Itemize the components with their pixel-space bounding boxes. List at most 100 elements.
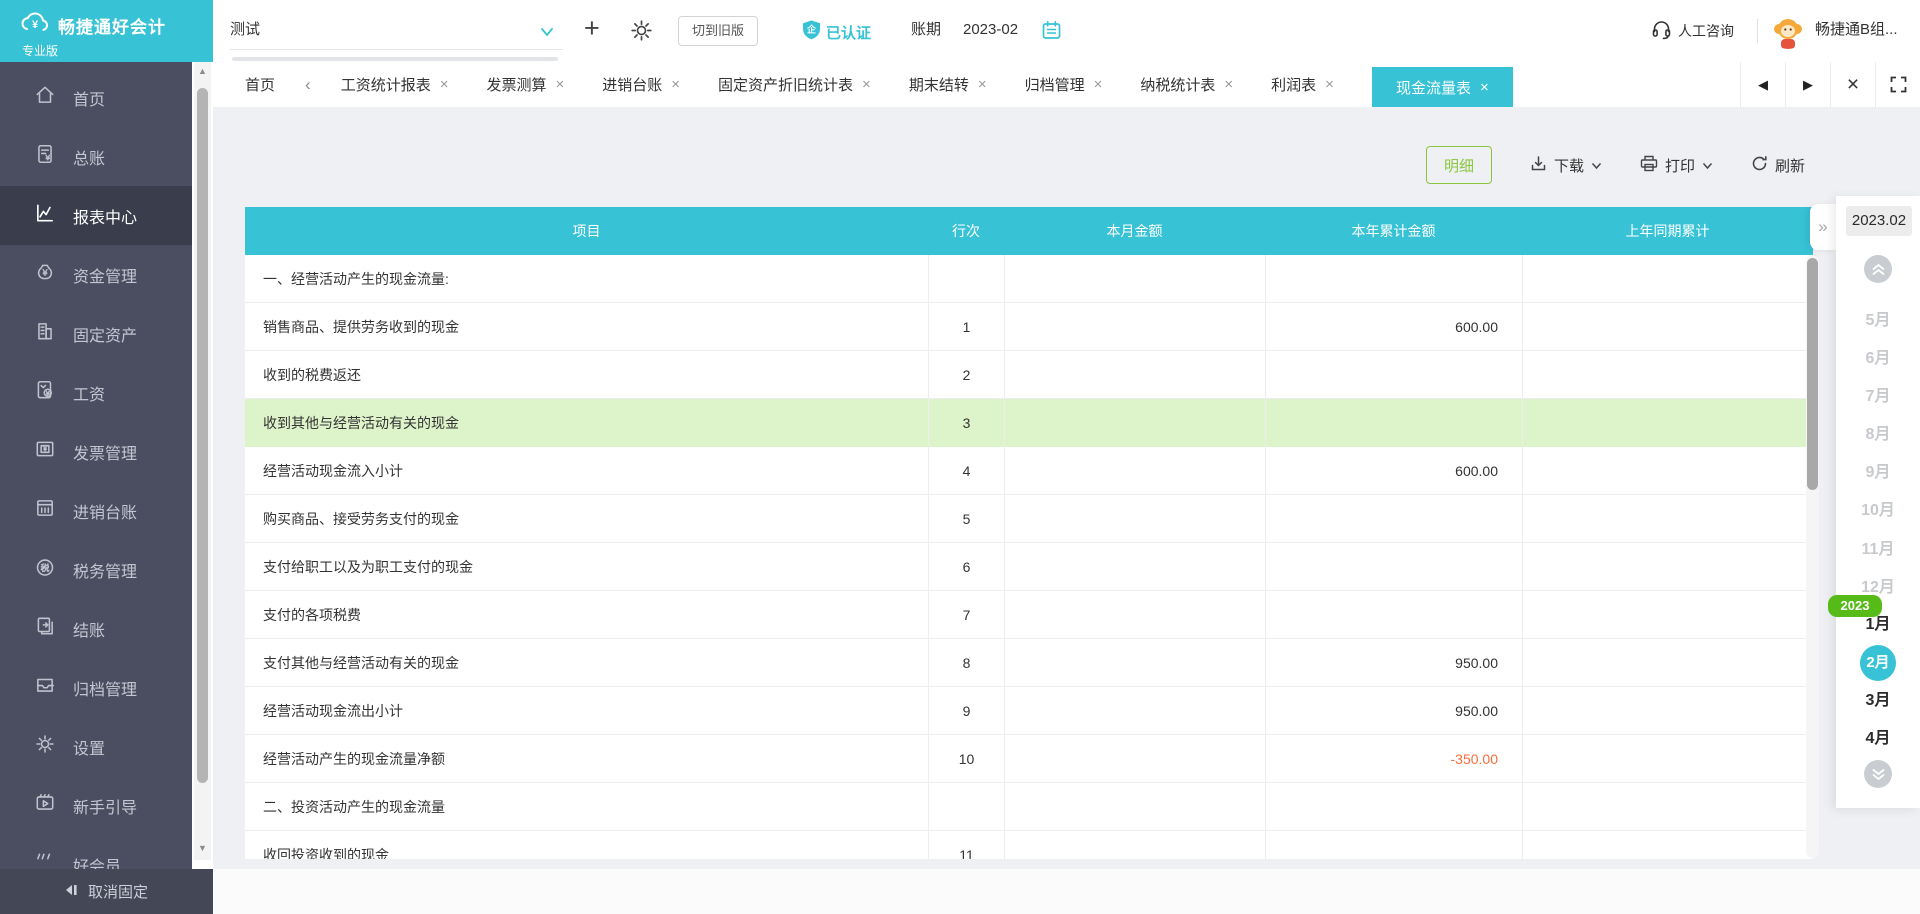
- tab-close-icon[interactable]: ×: [671, 76, 681, 93]
- sidebar-item-archive[interactable]: 归档管理: [0, 658, 192, 717]
- tab-close-icon[interactable]: ×: [977, 76, 987, 93]
- tab-close-icon[interactable]: ×: [1479, 78, 1489, 96]
- print-button[interactable]: 打印: [1640, 155, 1713, 176]
- sidebar-item-report[interactable]: 报表中心: [0, 186, 192, 245]
- tab-close-icon[interactable]: ×: [439, 76, 449, 93]
- tab-2[interactable]: 工资统计报表 ×: [341, 74, 449, 95]
- gear-icon[interactable]: [630, 19, 653, 47]
- fullscreen-icon[interactable]: [1875, 62, 1920, 107]
- prev-year-cell: [1522, 591, 1813, 639]
- month-option-4月[interactable]: 4月: [1865, 730, 1891, 747]
- sidebar-scrollbar[interactable]: ▲ ▼: [194, 62, 211, 860]
- tab-4[interactable]: 进销台账 ×: [602, 74, 680, 95]
- table-row[interactable]: 经营活动现金流出小计 9 950.00: [245, 687, 1813, 735]
- prev-year-cell: [1522, 783, 1813, 831]
- table-row[interactable]: 经营活动现金流入小计 4 600.00: [245, 447, 1813, 495]
- table-row[interactable]: 一、经营活动产生的现金流量:: [245, 255, 1813, 303]
- brand-title: 畅捷通好会计: [58, 18, 166, 37]
- user-name[interactable]: 畅捷通B组...: [1815, 21, 1898, 38]
- tab-9[interactable]: 利润表 ×: [1271, 74, 1334, 95]
- tab-1[interactable]: 首页: [245, 74, 275, 95]
- table-row[interactable]: 收回投资收到的现金 11: [245, 831, 1813, 859]
- download-button[interactable]: 下载: [1530, 155, 1602, 176]
- month-option-5月[interactable]: 5月: [1865, 312, 1891, 329]
- months-scroll-down-icon[interactable]: [1864, 760, 1892, 788]
- table-scrollbar-thumb[interactable]: [1807, 258, 1818, 490]
- tab-close-icon[interactable]: ×: [1325, 76, 1334, 93]
- tab-close-icon[interactable]: ×: [1093, 76, 1103, 93]
- tab-close-icon[interactable]: ×: [555, 76, 565, 93]
- sidebar-item-trade[interactable]: 进销台账: [0, 481, 192, 540]
- tab-close-icon[interactable]: ×: [862, 76, 871, 93]
- month-option-3月[interactable]: 3月: [1865, 692, 1891, 709]
- tab-7[interactable]: 归档管理 ×: [1025, 74, 1103, 95]
- month-option-9月[interactable]: 9月: [1865, 464, 1891, 481]
- workspace-selector[interactable]: 测试: [230, 21, 261, 38]
- sidebar-item-member[interactable]: 好会员: [0, 835, 192, 869]
- sidebar-item-funds[interactable]: ¥ 资金管理: [0, 245, 192, 304]
- table-row[interactable]: 收到的税费返还 2: [245, 351, 1813, 399]
- sidebar-item-label: 税务管理: [73, 563, 138, 581]
- unpin-sidebar-button[interactable]: 取消固定: [0, 869, 213, 914]
- month-option-1月[interactable]: 1月: [1865, 616, 1891, 633]
- chevron-down-icon[interactable]: [540, 24, 554, 42]
- tab-scrollbar[interactable]: [232, 57, 558, 61]
- month-option-12月[interactable]: 12月: [1861, 579, 1895, 596]
- certified-badge[interactable]: 企 已认证: [801, 19, 871, 45]
- detail-button[interactable]: 明细: [1425, 146, 1492, 184]
- table-row[interactable]: 购买商品、接受劳务支付的现金 5: [245, 495, 1813, 543]
- table-row[interactable]: 支付的各项税费 7: [245, 591, 1813, 639]
- table-row[interactable]: 经营活动产生的现金流量净额 10 -350.00: [245, 735, 1813, 783]
- prev-year-cell: [1522, 447, 1813, 495]
- month-option-2月-selected[interactable]: 2月: [1860, 645, 1896, 681]
- table-row[interactable]: 收到其他与经营活动有关的现金 3: [245, 399, 1813, 447]
- table-row[interactable]: 销售商品、提供劳务收到的现金 1 600.00: [245, 303, 1813, 351]
- sidebar-item-guide[interactable]: 新手引导: [0, 776, 192, 835]
- sidebar-item-invoice[interactable]: ¥ 发票管理: [0, 422, 192, 481]
- tab-label: 期末结转: [908, 77, 969, 94]
- tab-8[interactable]: 纳税统计表 ×: [1140, 74, 1233, 95]
- month-option-6月[interactable]: 6月: [1865, 350, 1891, 367]
- close-all-tabs-icon[interactable]: ×: [1830, 62, 1875, 107]
- months-scroll-up-icon[interactable]: [1864, 255, 1892, 283]
- sidebar-item-home[interactable]: 首页: [0, 68, 192, 127]
- month-option-11月[interactable]: 11月: [1861, 541, 1895, 558]
- column-header: 本月金额: [1106, 223, 1163, 239]
- tab-5[interactable]: 固定资产折旧统计表 ×: [718, 74, 871, 95]
- sidebar-item-settings[interactable]: 设置: [0, 717, 192, 776]
- user-avatar[interactable]: [1770, 13, 1806, 49]
- tab-scroll-left-icon[interactable]: ‹: [305, 74, 311, 94]
- collapse-month-panel-icon[interactable]: »: [1810, 204, 1836, 250]
- month-option-7月[interactable]: 7月: [1865, 388, 1891, 405]
- sidebar-item-ledger[interactable]: ¥ 总账: [0, 127, 192, 186]
- month-option-10月[interactable]: 10月: [1861, 502, 1895, 519]
- sidebar-item-salary[interactable]: ¥ 工资: [0, 363, 192, 422]
- tab-next-arrow-icon[interactable]: ▶: [1785, 62, 1830, 107]
- tab-prev-arrow-icon[interactable]: ◀: [1740, 62, 1785, 107]
- calendar-icon[interactable]: [1041, 20, 1062, 46]
- funds-icon: ¥: [34, 261, 56, 288]
- sidebar-item-asset[interactable]: 固定资产: [0, 304, 192, 363]
- unpin-icon: [65, 883, 81, 901]
- tab-10-active[interactable]: 现金流量表 ×: [1371, 67, 1513, 107]
- table-scrollbar[interactable]: [1806, 255, 1819, 858]
- sidebar-item-label: 设置: [73, 740, 106, 758]
- scroll-down-arrow-icon[interactable]: ▼: [198, 843, 207, 853]
- sidebar-scroll-area: ▲ ▼: [192, 62, 213, 869]
- sidebar-item-tax[interactable]: 税 税务管理: [0, 540, 192, 599]
- tab-6[interactable]: 期末结转 ×: [909, 74, 987, 95]
- human-support-button[interactable]: 人工咨询: [1651, 0, 1734, 62]
- table-row[interactable]: 支付给职工以及为职工支付的现金 6: [245, 543, 1813, 591]
- refresh-button[interactable]: 刷新: [1751, 155, 1805, 176]
- tab-close-icon[interactable]: ×: [1224, 76, 1234, 93]
- month-option-8月[interactable]: 8月: [1865, 426, 1891, 443]
- sidebar-item-closing[interactable]: 结账: [0, 599, 192, 658]
- period-value[interactable]: 2023-02: [963, 21, 1019, 38]
- table-row[interactable]: 支付其他与经营活动有关的现金 8 950.00: [245, 639, 1813, 687]
- sidebar-scrollbar-thumb[interactable]: [197, 88, 208, 783]
- add-account-button[interactable]: +: [584, 13, 600, 43]
- table-row[interactable]: 二、投资活动产生的现金流量: [245, 783, 1813, 831]
- scroll-up-arrow-icon[interactable]: ▲: [198, 66, 207, 76]
- tab-3[interactable]: 发票测算 ×: [486, 74, 564, 95]
- switch-to-old-version-button[interactable]: 切到旧版: [678, 16, 759, 46]
